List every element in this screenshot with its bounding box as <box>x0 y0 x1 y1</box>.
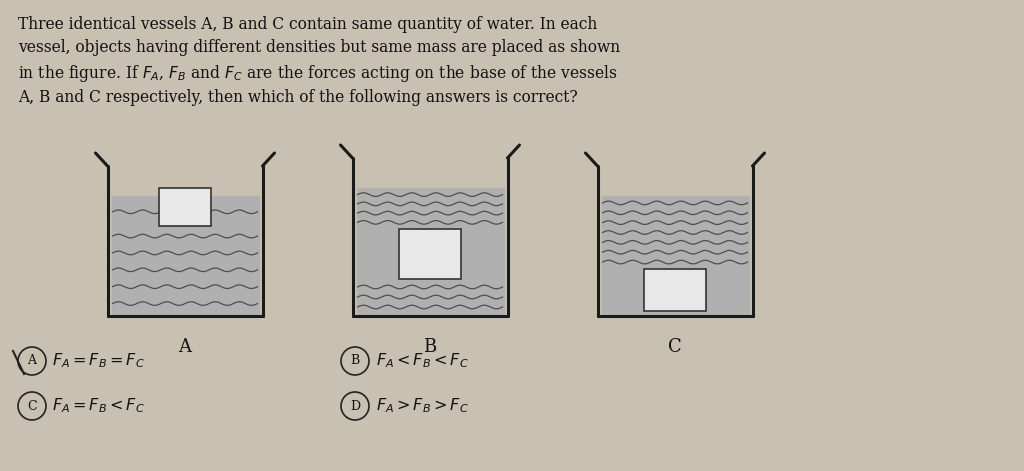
Bar <box>112 196 258 314</box>
Text: A: A <box>28 355 37 367</box>
Text: $F_A > F_B > F_C$: $F_A > F_B > F_C$ <box>376 397 469 415</box>
Text: C: C <box>668 338 682 356</box>
Text: B: B <box>350 355 359 367</box>
Text: Three identical vessels A, B and C contain same quantity of water. In each
vesse: Three identical vessels A, B and C conta… <box>18 16 621 106</box>
Text: $F_A = F_B < F_C$: $F_A = F_B < F_C$ <box>52 397 144 415</box>
Bar <box>644 269 706 311</box>
Bar <box>399 229 461 279</box>
Text: A: A <box>178 338 191 356</box>
Text: D: D <box>350 399 360 413</box>
Text: B: B <box>423 338 436 356</box>
Bar <box>601 196 749 314</box>
Text: $F_A < F_B < F_C$: $F_A < F_B < F_C$ <box>376 352 469 370</box>
Text: $F_A = F_B = F_C$: $F_A = F_B = F_C$ <box>52 352 144 370</box>
Bar <box>159 187 211 226</box>
Bar <box>356 188 504 314</box>
Text: C: C <box>28 399 37 413</box>
